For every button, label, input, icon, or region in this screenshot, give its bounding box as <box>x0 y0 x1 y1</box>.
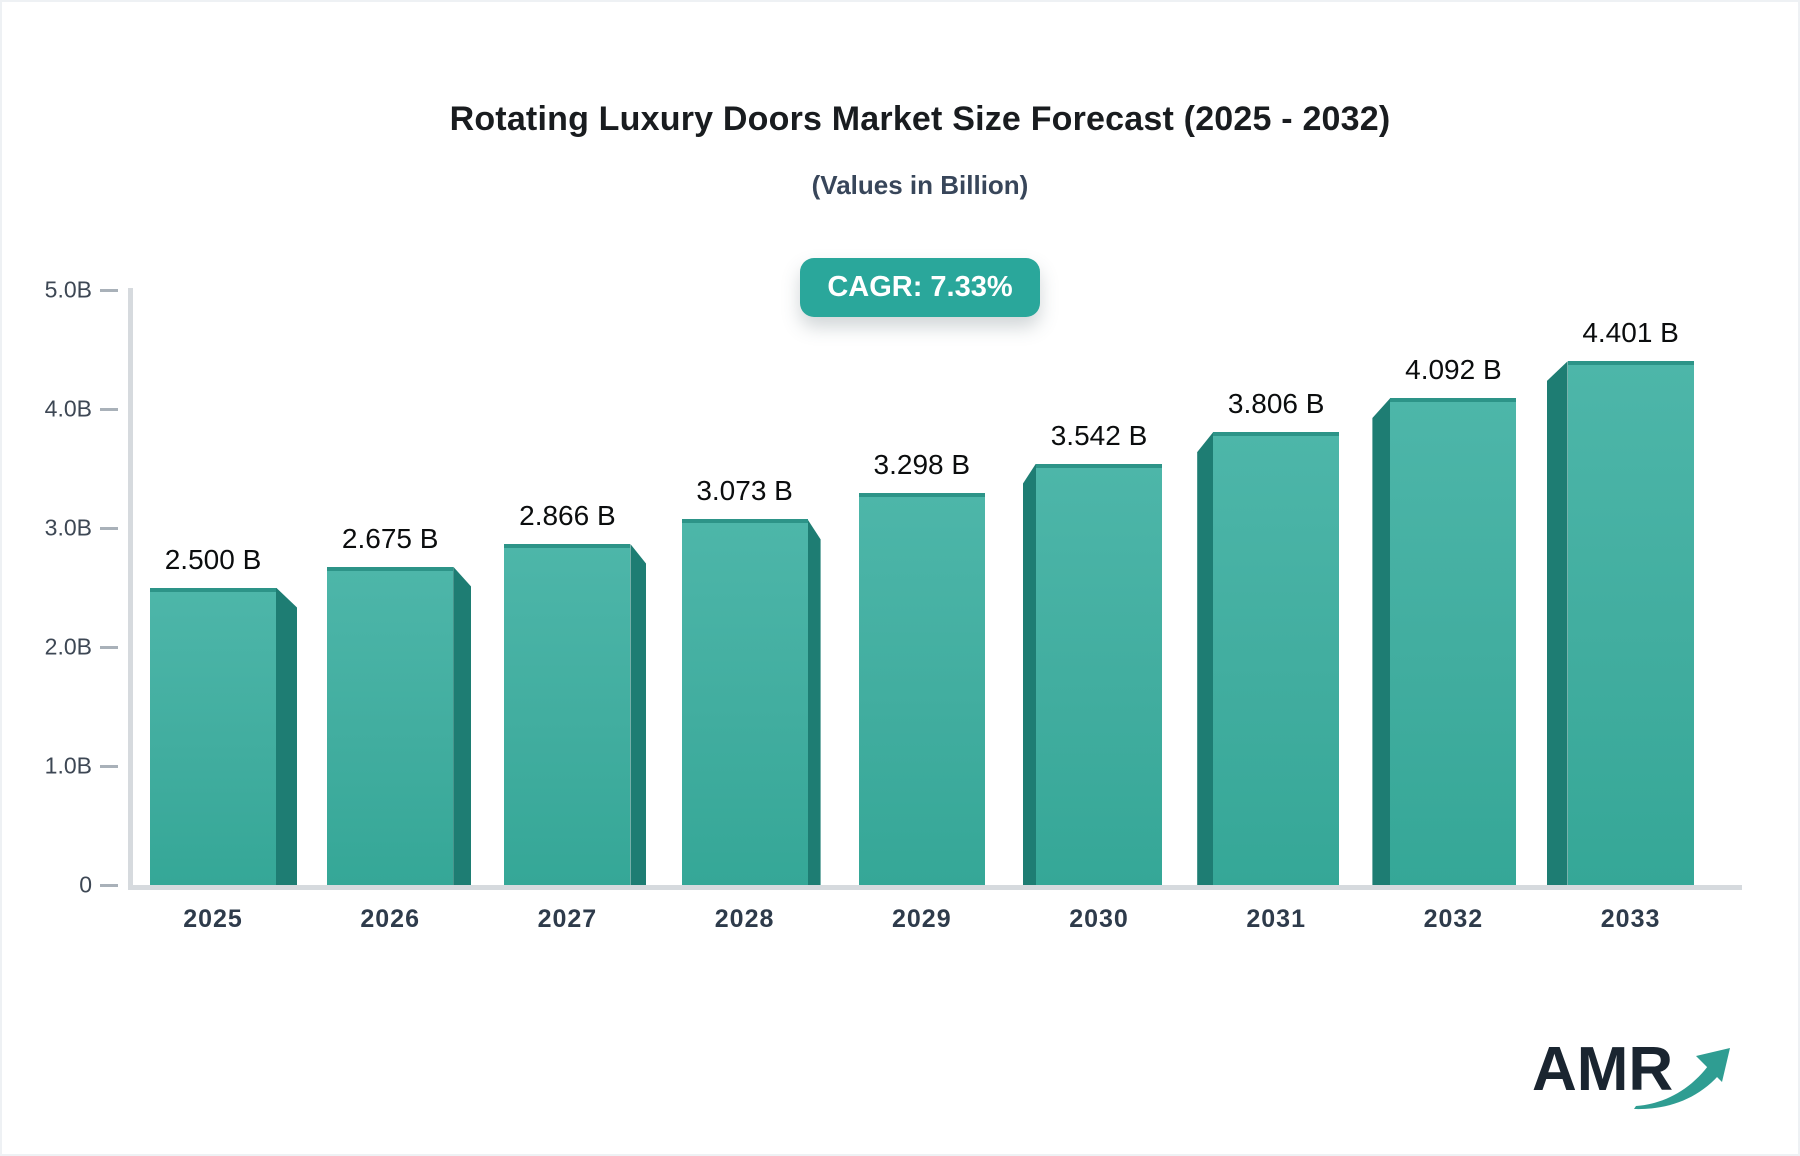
growth-arrow-icon <box>1634 1048 1730 1110</box>
bar <box>1036 463 1162 885</box>
y-tick-label: 1.0B <box>44 752 92 779</box>
x-tick-label: 2031 <box>1246 905 1306 933</box>
bar <box>858 492 985 885</box>
x-tick-label: 2027 <box>537 905 598 933</box>
chart-subtitle: (Values in Billion) <box>811 170 1029 200</box>
cagr-badge: CAGR: 7.33% <box>800 258 1040 317</box>
bar-value-label: 3.298 B <box>873 448 971 480</box>
bar-side-shadow <box>1372 398 1391 885</box>
bar-value-label: 3.806 B <box>1227 388 1325 420</box>
amr-logo: AMR <box>1532 1035 1730 1110</box>
y-tick-dash <box>100 884 118 887</box>
y-tick-dash <box>100 646 118 649</box>
bar <box>504 543 631 885</box>
amr-logo-text: AMR <box>1532 1035 1673 1104</box>
bar-value-label: 2.866 B <box>519 499 616 531</box>
y-tick-dash <box>100 527 118 530</box>
x-tick-label: 2029 <box>891 905 952 933</box>
bar-value-label: 4.092 B <box>1405 354 1502 386</box>
x-tick-label: 2033 <box>1600 905 1661 933</box>
y-axis-line <box>128 288 133 890</box>
y-tick-label: 5.0B <box>44 276 92 303</box>
bar <box>681 519 808 885</box>
bar-value-label: 2.675 B <box>341 522 439 554</box>
page-title: Rotating Luxury Doors Market Size Foreca… <box>449 100 1391 138</box>
x-axis-line <box>128 885 1742 890</box>
bar-side-shadow <box>1023 463 1036 885</box>
x-tick-label: 2030 <box>1069 905 1129 933</box>
bar-value-label: 4.401 B <box>1582 317 1679 349</box>
bar <box>1567 361 1694 885</box>
bar-value-label: 3.542 B <box>1050 419 1148 451</box>
x-tick-label: 2026 <box>360 905 420 933</box>
bar-side-shadow <box>276 587 297 885</box>
bar-side-shadow <box>453 566 472 885</box>
cagr-badge-row: CAGR: 7.33% <box>40 258 1800 317</box>
bar <box>150 587 276 885</box>
y-tick-label: 0 <box>79 871 92 898</box>
x-tick-label: 2025 <box>183 905 243 933</box>
bar <box>1390 398 1517 885</box>
x-tick-label: 2028 <box>714 905 775 933</box>
bar-side-shadow <box>1546 361 1568 885</box>
y-tick-dash <box>100 765 118 768</box>
bar <box>327 566 454 885</box>
y-tick-dash <box>100 289 118 292</box>
x-tick-label: 2032 <box>1423 905 1484 933</box>
bar-side-shadow <box>630 543 647 885</box>
bar-side-shadow <box>1197 432 1214 885</box>
bar-value-label: 2.500 B <box>164 543 262 575</box>
bar <box>1213 432 1340 885</box>
bar-side-shadow <box>807 519 821 885</box>
y-tick-dash <box>100 408 118 411</box>
y-tick-label: 4.0B <box>44 395 92 422</box>
y-tick-label: 2.0B <box>44 633 92 660</box>
y-tick-label: 3.0B <box>44 514 92 541</box>
bar-value-label: 3.073 B <box>696 475 793 507</box>
